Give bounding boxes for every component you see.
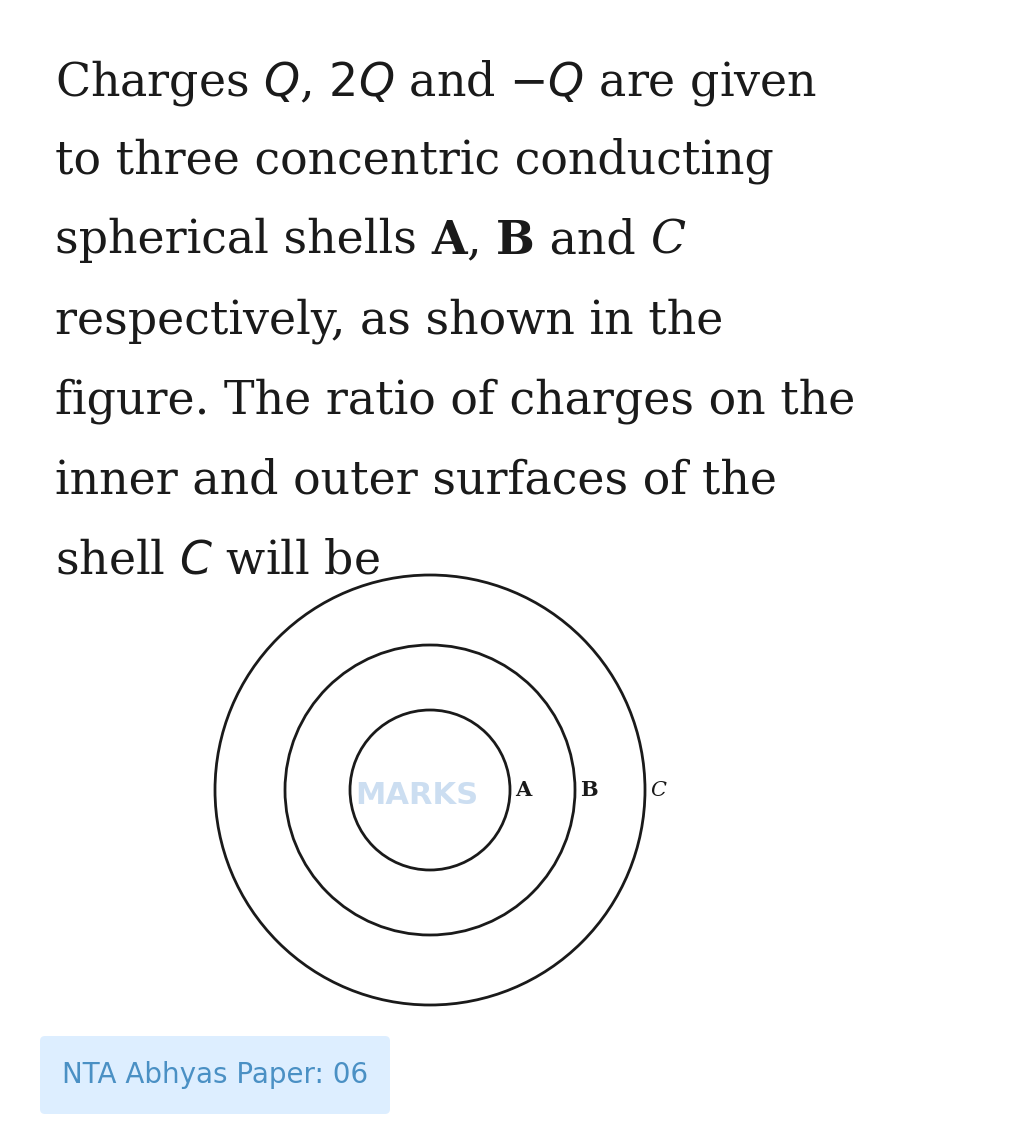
Text: A: A	[431, 218, 467, 264]
Text: C: C	[650, 218, 686, 264]
Text: A: A	[515, 780, 531, 800]
Text: C: C	[650, 781, 666, 799]
FancyBboxPatch shape	[40, 1036, 390, 1113]
Text: B: B	[497, 218, 536, 264]
Text: shell $C$ will be: shell $C$ will be	[55, 538, 380, 584]
Text: to three concentric conducting: to three concentric conducting	[55, 137, 774, 185]
Text: B: B	[580, 780, 598, 800]
Text: MARKS: MARKS	[355, 781, 478, 809]
Text: spherical shells: spherical shells	[55, 218, 431, 264]
Text: Charges $Q$, $2Q$ and $-Q$ are given: Charges $Q$, $2Q$ and $-Q$ are given	[55, 57, 817, 108]
Text: figure. The ratio of charges on the: figure. The ratio of charges on the	[55, 378, 855, 424]
Text: inner and outer surfaces of the: inner and outer surfaces of the	[55, 458, 777, 504]
Text: ,: ,	[467, 218, 497, 264]
Text: and: and	[536, 218, 650, 264]
Text: respectively, as shown in the: respectively, as shown in the	[55, 298, 723, 344]
Text: NTA Abhyas Paper: 06: NTA Abhyas Paper: 06	[61, 1061, 368, 1089]
